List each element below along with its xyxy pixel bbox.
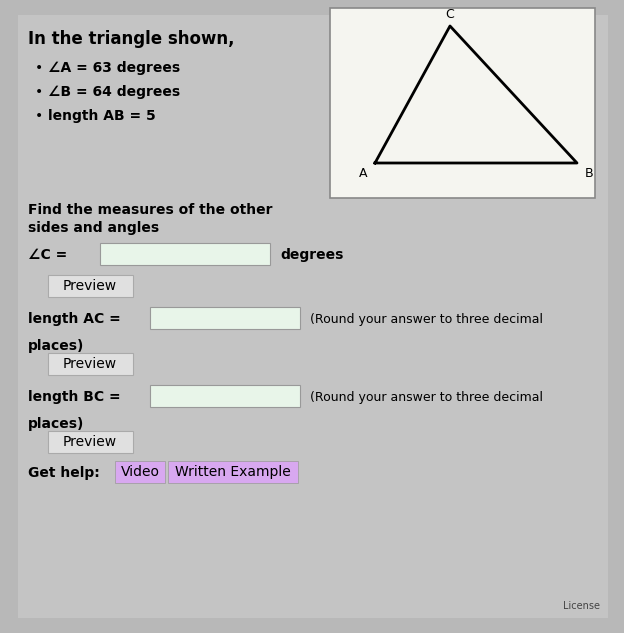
Text: Written Example: Written Example — [175, 465, 291, 479]
Text: Preview: Preview — [63, 279, 117, 293]
FancyBboxPatch shape — [168, 461, 298, 483]
Text: Get help:: Get help: — [28, 466, 100, 480]
Text: places): places) — [28, 339, 84, 353]
Text: length AC =: length AC = — [28, 312, 121, 326]
FancyBboxPatch shape — [330, 8, 595, 198]
Text: places): places) — [28, 417, 84, 431]
Text: ∠C =: ∠C = — [28, 248, 67, 262]
Text: degrees: degrees — [280, 248, 343, 262]
Text: C: C — [446, 8, 454, 21]
FancyBboxPatch shape — [115, 461, 165, 483]
Text: sides and angles: sides and angles — [28, 221, 159, 235]
Text: •: • — [35, 85, 43, 99]
Text: length AB = 5: length AB = 5 — [48, 109, 156, 123]
FancyBboxPatch shape — [48, 431, 133, 453]
Text: length BC =: length BC = — [28, 390, 120, 404]
Text: Preview: Preview — [63, 435, 117, 449]
Text: Find the measures of the other: Find the measures of the other — [28, 203, 273, 217]
Text: Preview: Preview — [63, 357, 117, 371]
Text: B: B — [585, 167, 593, 180]
Text: ∠A = 63 degrees: ∠A = 63 degrees — [48, 61, 180, 75]
FancyBboxPatch shape — [18, 15, 608, 618]
FancyBboxPatch shape — [100, 243, 270, 265]
Text: In the triangle shown,: In the triangle shown, — [28, 30, 235, 48]
Text: •: • — [35, 109, 43, 123]
FancyBboxPatch shape — [48, 353, 133, 375]
Text: A: A — [359, 167, 367, 180]
Text: ∠B = 64 degrees: ∠B = 64 degrees — [48, 85, 180, 99]
Text: License: License — [563, 601, 600, 611]
FancyBboxPatch shape — [150, 385, 300, 407]
Text: (Round your answer to three decimal: (Round your answer to three decimal — [310, 391, 543, 403]
FancyBboxPatch shape — [48, 275, 133, 297]
Text: Video: Video — [120, 465, 160, 479]
Text: (Round your answer to three decimal: (Round your answer to three decimal — [310, 313, 543, 325]
FancyBboxPatch shape — [150, 307, 300, 329]
Text: •: • — [35, 61, 43, 75]
